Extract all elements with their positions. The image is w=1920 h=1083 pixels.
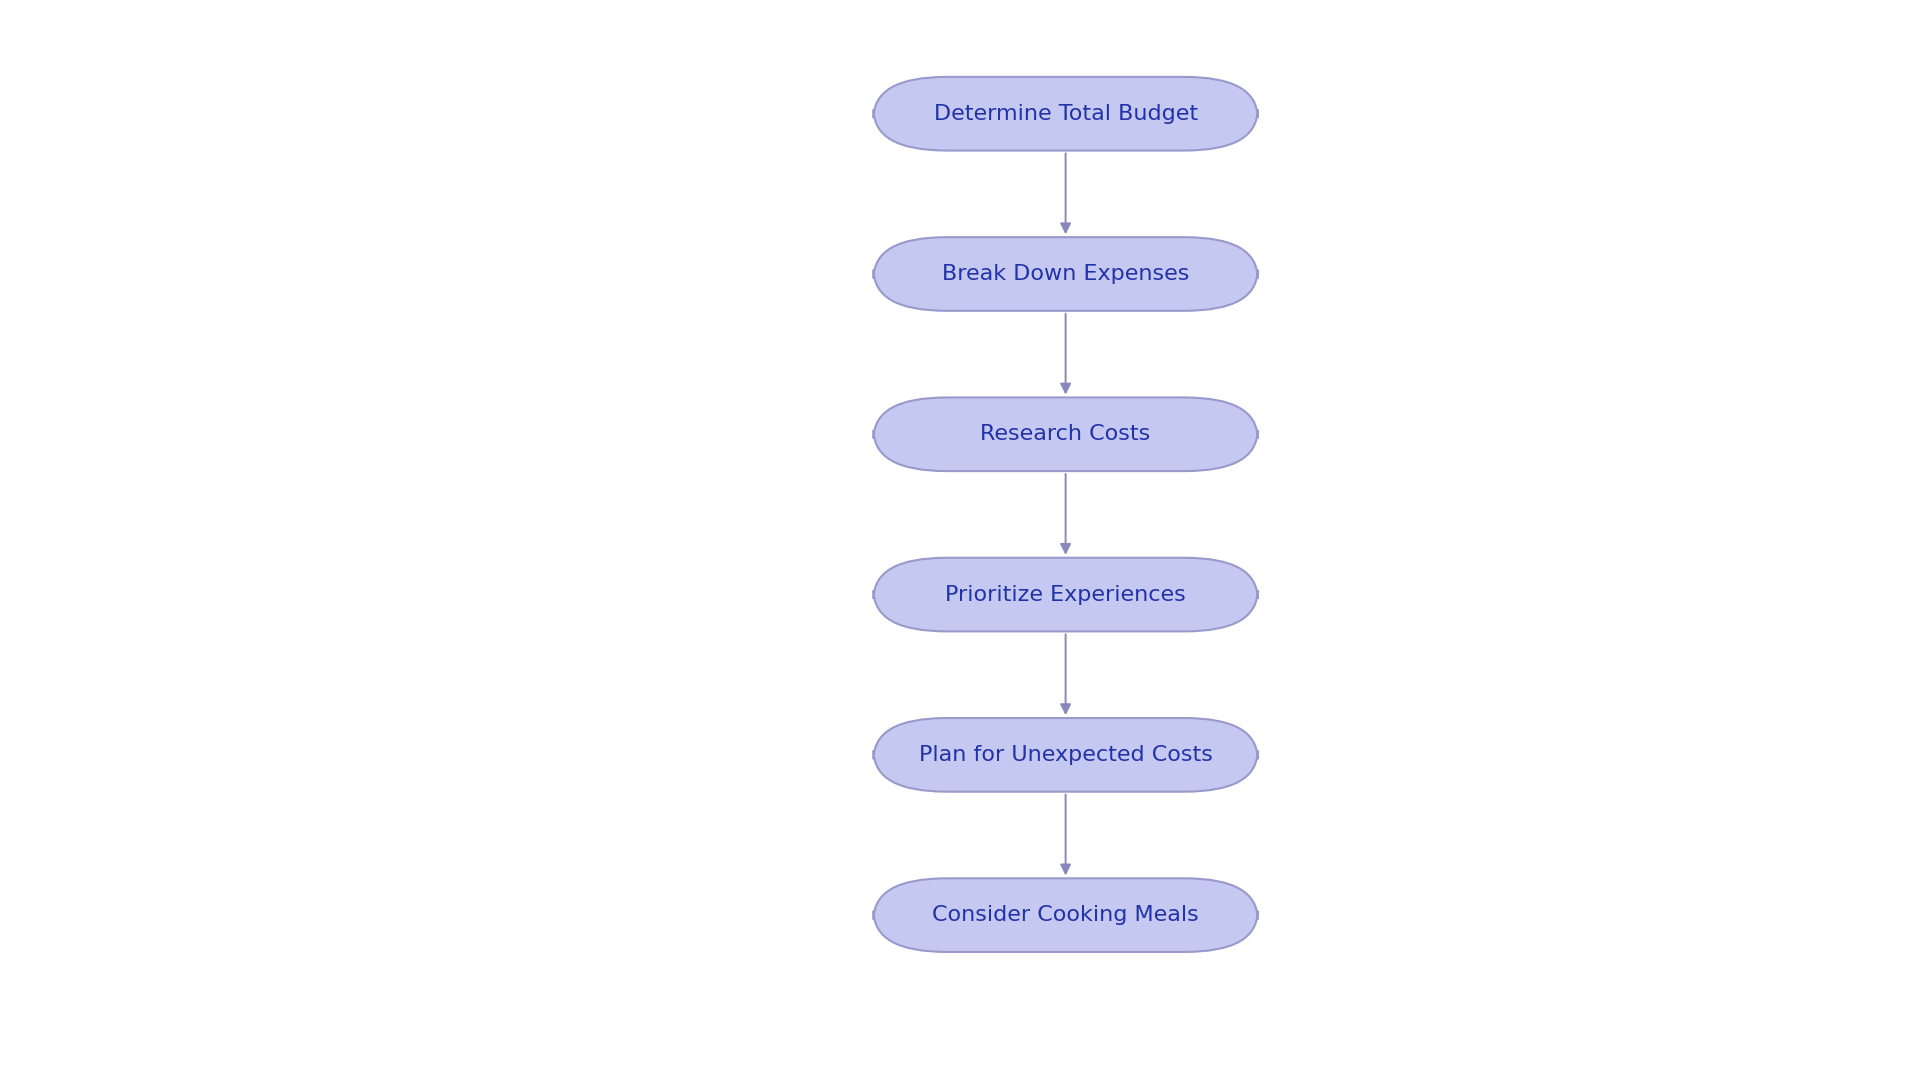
Text: Determine Total Budget: Determine Total Budget	[933, 104, 1198, 123]
FancyBboxPatch shape	[874, 718, 1258, 792]
FancyBboxPatch shape	[874, 878, 1258, 952]
FancyBboxPatch shape	[874, 558, 1258, 631]
Text: Consider Cooking Meals: Consider Cooking Meals	[933, 905, 1198, 925]
Text: Research Costs: Research Costs	[981, 425, 1150, 444]
Text: Plan for Unexpected Costs: Plan for Unexpected Costs	[918, 745, 1213, 765]
FancyBboxPatch shape	[874, 237, 1258, 311]
FancyBboxPatch shape	[874, 77, 1258, 151]
Text: Break Down Expenses: Break Down Expenses	[943, 264, 1188, 284]
Text: Prioritize Experiences: Prioritize Experiences	[945, 585, 1187, 604]
FancyBboxPatch shape	[874, 397, 1258, 471]
